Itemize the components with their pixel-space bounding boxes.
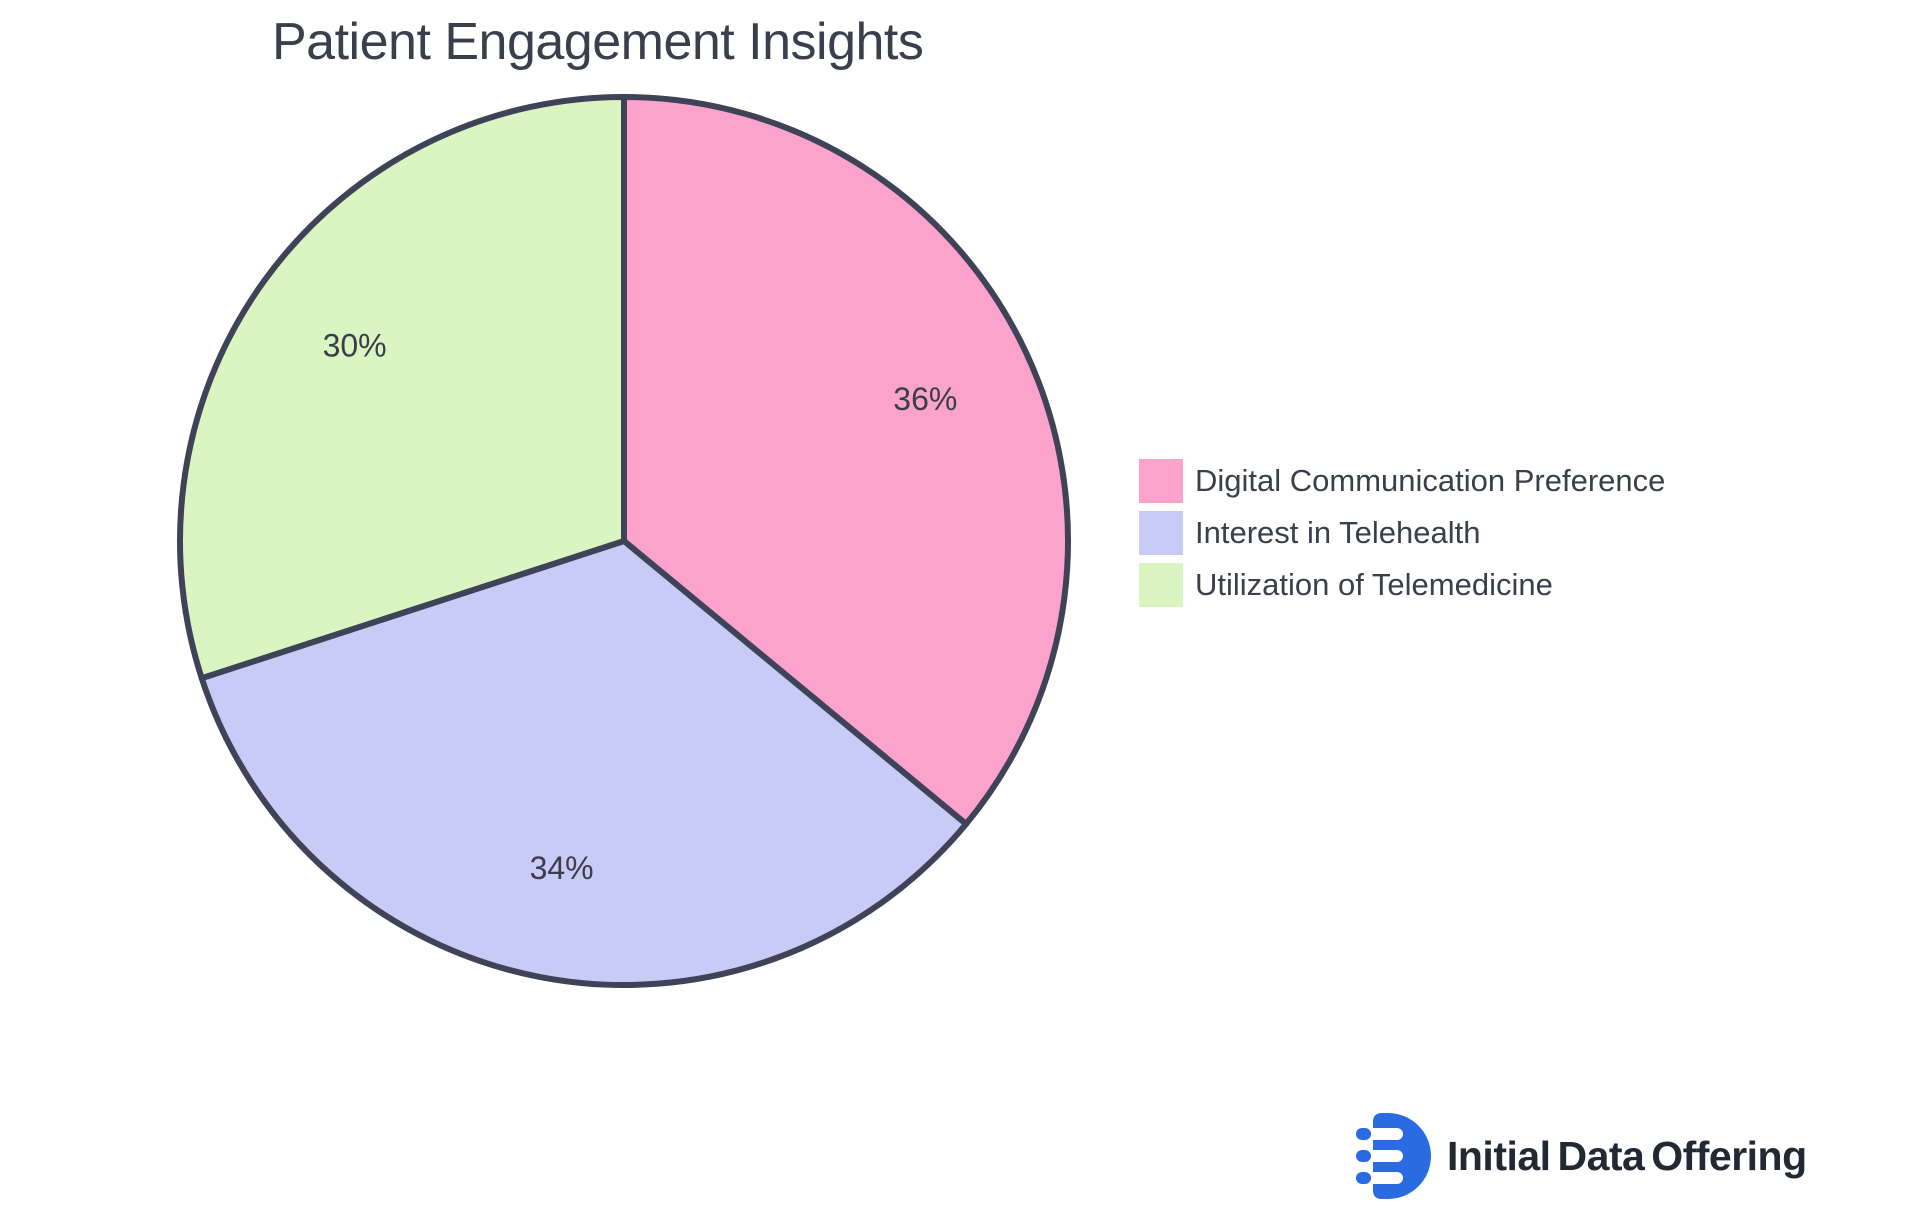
- legend-swatch: [1139, 511, 1183, 555]
- legend-item: Utilization of Telemedicine: [1139, 563, 1665, 607]
- pie-slice-3: [177, 94, 627, 682]
- legend-label: Digital Communication Preference: [1195, 463, 1666, 498]
- pie-slice-percentage: 34%: [530, 850, 594, 886]
- pie-slice-1: [621, 94, 1071, 828]
- pie-slice-percentage: 36%: [893, 381, 957, 417]
- pie-slice-2: [198, 538, 970, 988]
- legend-item: Digital Communication Preference: [1139, 459, 1665, 503]
- legend-item: Interest in Telehealth: [1139, 511, 1665, 555]
- legend-label: Interest in Telehealth: [1195, 515, 1481, 550]
- chart-title: Patient Engagement Insights: [272, 13, 924, 71]
- brand-logo: Initial Data Offering: [1356, 1112, 1807, 1200]
- pie-slice-percentage: 30%: [323, 327, 387, 363]
- legend-label: Utilization of Telemedicine: [1195, 567, 1553, 602]
- ido-logo-icon: [1356, 1113, 1431, 1199]
- brand-name: Initial Data Offering: [1447, 1132, 1807, 1179]
- pie-labels-group: 36% 34% 30%: [323, 327, 958, 886]
- legend-swatch: [1139, 459, 1183, 503]
- legend-swatch: [1139, 563, 1183, 607]
- pie-slices-group: [177, 94, 1071, 988]
- legend: Digital Communication Preference Interes…: [1139, 459, 1665, 607]
